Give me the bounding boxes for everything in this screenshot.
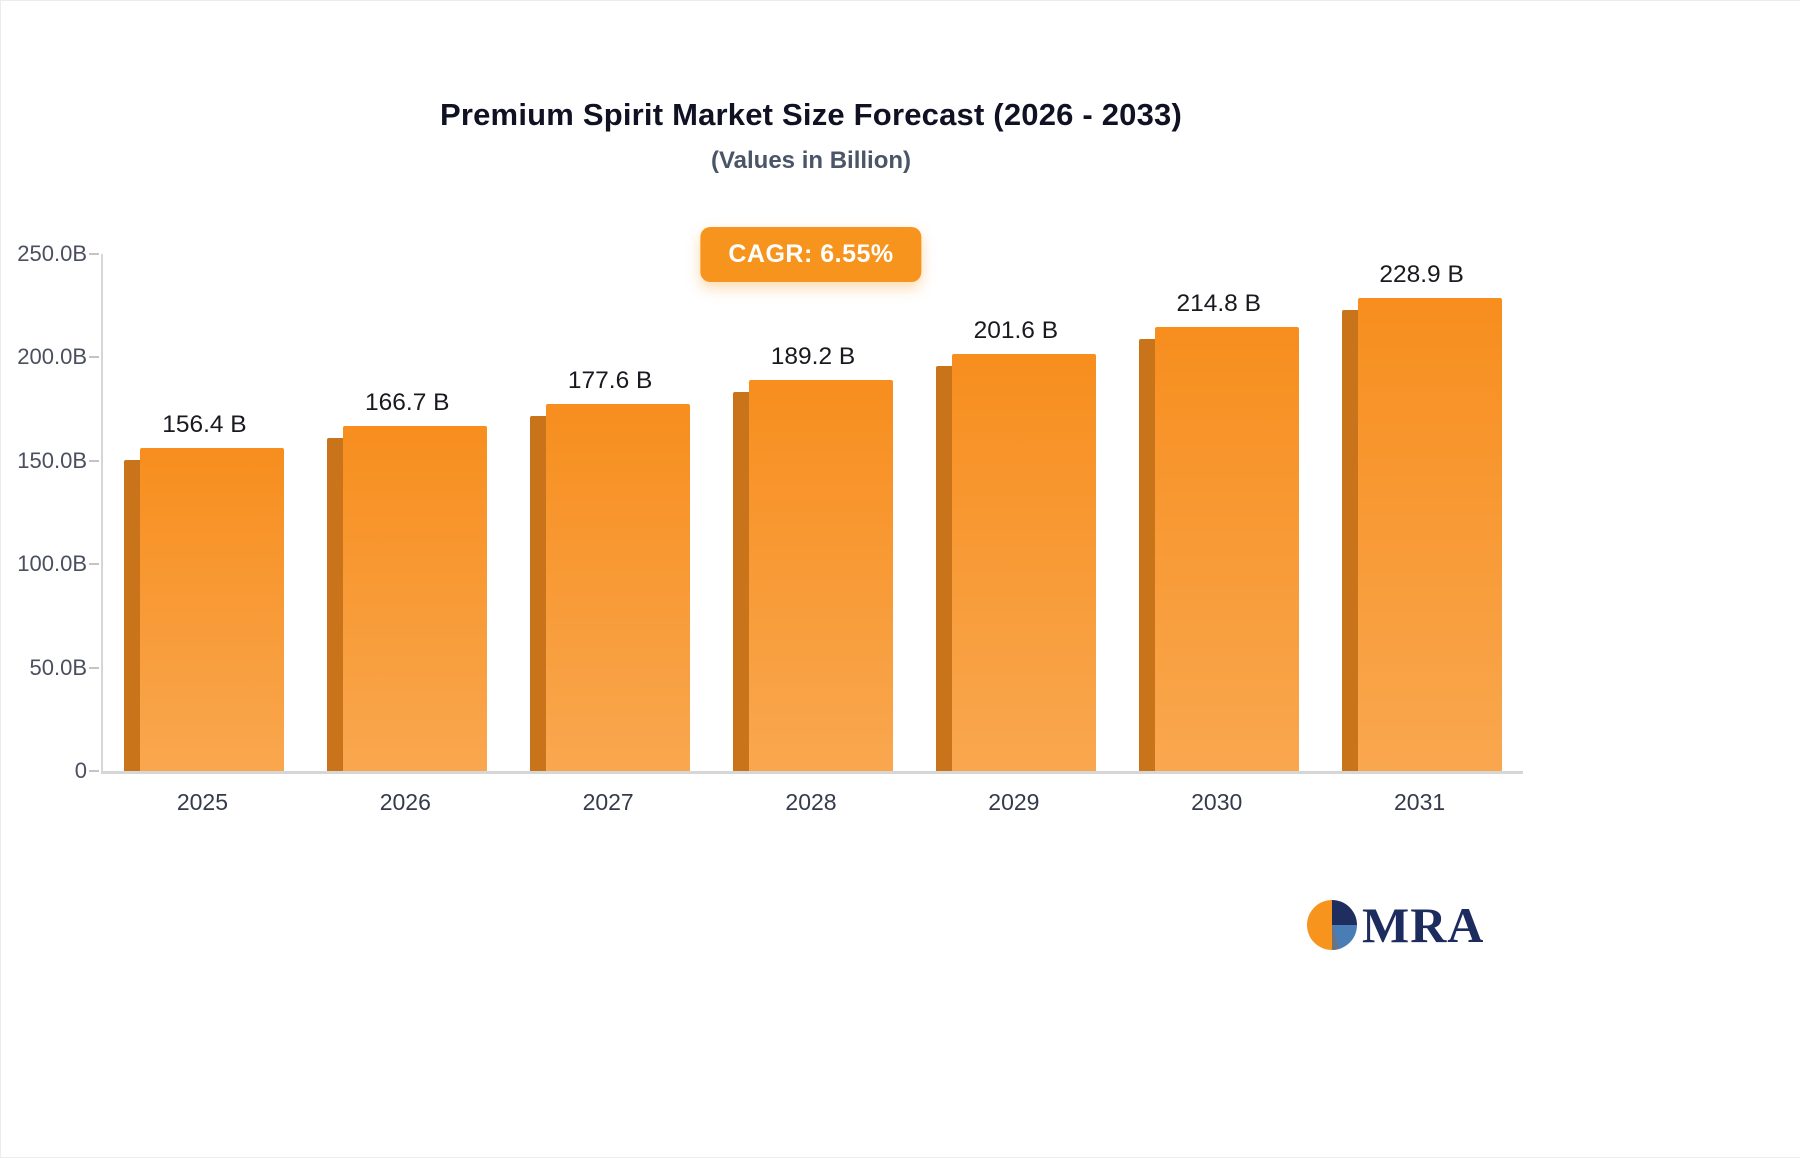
bar-2031 [1341, 297, 1502, 771]
bar-front-face [343, 426, 488, 771]
chart-header: Premium Spirit Market Size Forecast (202… [1, 1, 1621, 175]
bar-2026 [327, 426, 488, 771]
bar-value-label: 177.6 B [567, 366, 653, 394]
cagr-badge-label: CAGR: 6.55% [728, 240, 894, 268]
bar-slot: 177.6 B [509, 367, 712, 771]
bar-2025 [124, 447, 285, 771]
x-axis-label: 2031 [1394, 789, 1446, 815]
bar-front-face [546, 403, 691, 771]
bar-value-label: 228.9 B [1379, 260, 1464, 288]
bar-slot: 189.2 B [712, 343, 915, 771]
y-axis-tick-mark [89, 770, 99, 772]
x-axis-labels: 2025 2026 2027 2028 2029 2030 2031 [101, 789, 1521, 816]
bar-slot: 156.4 B [103, 411, 306, 771]
bar-front-face [140, 447, 285, 771]
bar-front-face [749, 379, 893, 771]
bar-front-face [1357, 297, 1502, 771]
x-axis-label: 2025 [176, 789, 229, 815]
brand-logo: MRA [1306, 899, 1484, 951]
bar-2028 [733, 379, 893, 771]
y-axis-tick-label: 250.0B [17, 241, 87, 266]
bar-slot: 166.7 B [306, 389, 509, 771]
y-axis-tick-label: 50.0B [29, 654, 88, 680]
bar-slot: 201.6 B [914, 317, 1117, 771]
bar-2030 [1138, 326, 1299, 771]
bar-value-label: 201.6 B [973, 317, 1059, 345]
bar-2027 [530, 403, 691, 771]
y-axis-tick-label: 200.0B [17, 344, 87, 370]
y-axis-tick-label: 100.0B [17, 551, 87, 577]
bars: 156.4 B 166.7 B 177.6 B 189.2 B 201.6 B 214.8… [103, 254, 1523, 771]
y-axis-tick-label: 150.0B [17, 447, 87, 473]
bar-front-face [951, 354, 1096, 771]
chart-title: Premium Spirit Market Size Forecast (202… [439, 97, 1183, 132]
y-axis-tick-mark [89, 563, 99, 566]
y-axis-tick-mark [89, 253, 99, 255]
bar-value-label: 166.7 B [365, 389, 450, 417]
x-axis-label: 2026 [379, 789, 431, 815]
cagr-badge: CAGR: 6.55% [700, 227, 922, 282]
bar-side-face [1138, 338, 1155, 771]
x-axis-label: 2030 [1191, 789, 1243, 815]
bar-value-label: 189.2 B [770, 342, 856, 370]
bar-side-face [327, 438, 344, 771]
x-axis-label: 2028 [785, 789, 837, 815]
bar-side-face [530, 415, 547, 771]
chart-subtitle: (Values in Billion) [710, 147, 912, 174]
x-axis-label: 2029 [988, 789, 1040, 815]
bar-value-label: 214.8 B [1176, 289, 1261, 317]
x-axis-label: 2027 [582, 789, 634, 815]
plot-area: 156.4 B 166.7 B 177.6 B 189.2 B 201.6 B 214.8… [101, 254, 1523, 774]
bar-slot: 214.8 B [1117, 290, 1320, 771]
bar-side-face [1341, 309, 1358, 771]
bar-side-face [935, 366, 952, 771]
y-axis-tick-label: 0 [74, 758, 87, 783]
bar-value-label: 156.4 B [162, 410, 247, 438]
bar-slot: 228.9 B [1320, 261, 1523, 771]
bar-side-face [733, 391, 749, 771]
y-axis-tick-mark [89, 356, 99, 359]
bar-front-face [1154, 326, 1299, 771]
y-axis-tick-mark [89, 459, 99, 462]
bar-2029 [935, 354, 1096, 771]
mra-logo-icon [1307, 900, 1357, 950]
brand-logo-text: MRA [1362, 897, 1485, 953]
bar-side-face [124, 459, 141, 771]
y-axis-tick-mark [89, 666, 99, 669]
